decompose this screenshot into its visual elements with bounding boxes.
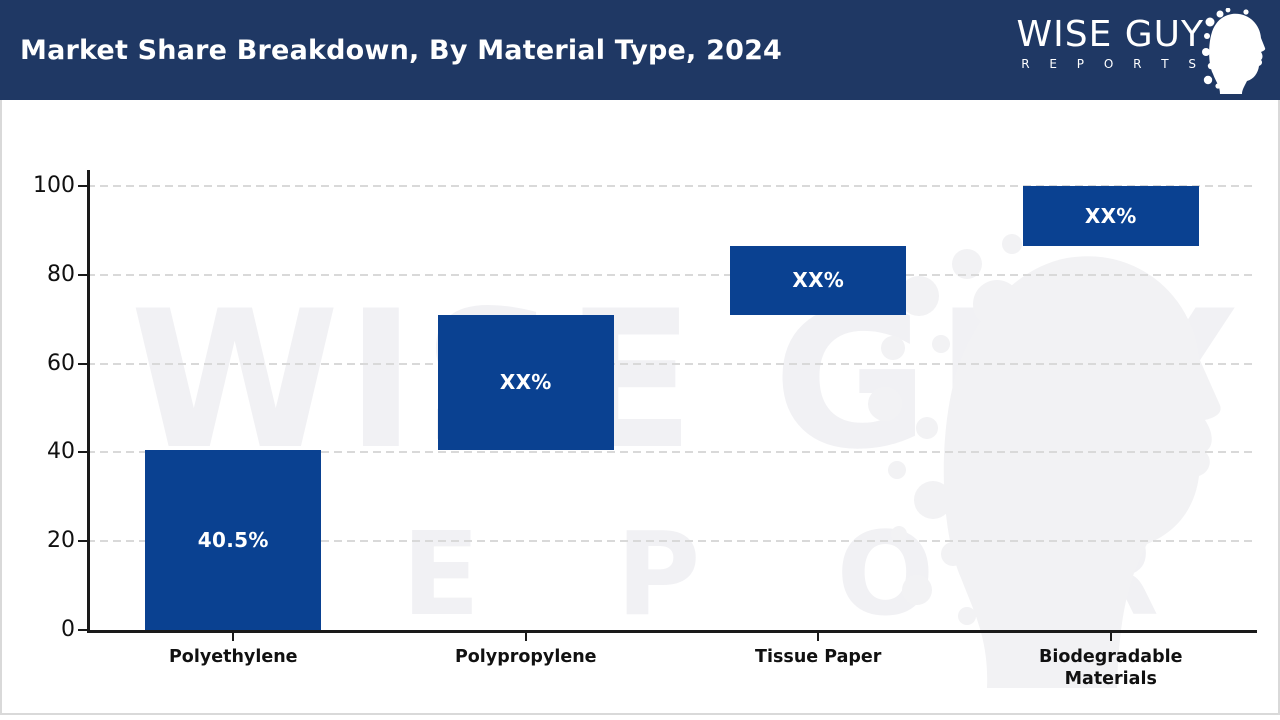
- bar-biodegradable-materials: XX%: [1022, 186, 1199, 246]
- x-tick-3: [817, 632, 820, 641]
- y-tick-label-80: 80: [47, 261, 75, 287]
- bar-value-label-4: XX%: [1084, 203, 1137, 228]
- y-tick-0: [78, 629, 87, 631]
- bar-value-label-2: XX%: [499, 370, 552, 395]
- y-tick-label-40: 40: [47, 439, 75, 465]
- gridline-60: [87, 362, 1257, 365]
- x-tick-1: [232, 632, 235, 641]
- bar-polyethylene: 40.5%: [145, 450, 322, 630]
- bar-tissue-paper: XX%: [730, 245, 907, 315]
- y-tick-label-20: 20: [47, 528, 75, 554]
- y-tick-60: [78, 362, 87, 365]
- x-tick-2: [524, 632, 527, 641]
- brand-logo: WISE GUY R E P O R T S: [1017, 0, 1270, 100]
- y-tick-label-100: 100: [33, 173, 75, 198]
- x-axis-line: [87, 630, 1257, 633]
- plot: 0 20 40 60 80 100 Polyethylene Polypropylene Tis…: [2, 100, 1280, 713]
- y-tick-40: [78, 451, 87, 454]
- y-tick-label-0: 0: [61, 617, 75, 642]
- head-profile-dots-icon: [1202, 8, 1266, 94]
- y-axis-line: [87, 170, 90, 632]
- chart-title: Market Share Breakdown, By Material Type…: [20, 34, 783, 66]
- x-tick-4: [1109, 632, 1112, 641]
- category-label-1: Polyethylene: [168, 647, 298, 667]
- y-tick-100: [78, 185, 87, 187]
- bar-value-label-3: XX%: [792, 268, 845, 293]
- header-bar: Market Share Breakdown, By Material Type…: [0, 0, 1280, 100]
- logo-subtitle: R E P O R T S: [1021, 56, 1204, 71]
- y-tick-80: [78, 273, 87, 276]
- y-tick-label-60: 60: [47, 350, 75, 376]
- gridline-20: [87, 540, 1257, 543]
- category-label-3: Tissue Paper: [755, 647, 882, 667]
- y-tick-20: [78, 540, 87, 543]
- logo-text: WISE GUY R E P O R T S: [1017, 16, 1205, 71]
- bar-polypropylene: XX%: [437, 314, 614, 451]
- bar-value-label-1: 40.5%: [197, 528, 269, 553]
- logo-name: WISE GUY: [1016, 14, 1204, 55]
- chart-area: WISE GUY R E P O R T S 020406080100Polye…: [0, 100, 1280, 715]
- gridline-80: [87, 273, 1257, 276]
- category-label-4: Biodegradable Materials: [1039, 647, 1183, 690]
- category-label-2: Polypropylene: [454, 647, 597, 667]
- gridline-100: [87, 185, 1257, 187]
- gridline-40: [87, 451, 1257, 454]
